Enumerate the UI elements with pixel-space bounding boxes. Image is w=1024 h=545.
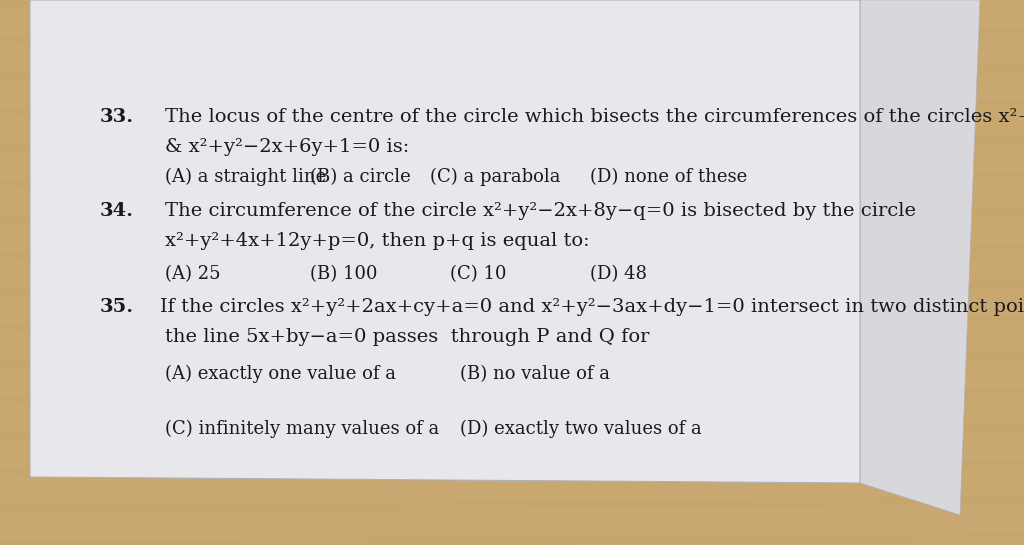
Text: (C) 10: (C) 10 [450,265,507,283]
Polygon shape [860,0,980,515]
Text: (C) infinitely many values of a: (C) infinitely many values of a [165,420,439,438]
Text: & x²+y²−2x+6y+1=0 is:: & x²+y²−2x+6y+1=0 is: [165,138,410,156]
Text: (D) exactly two values of a: (D) exactly two values of a [460,420,701,438]
Text: If the circles x²+y²+2ax+cy+a=0 and x²+y²−3ax+dy−1=0 intersect in two distinct p: If the circles x²+y²+2ax+cy+a=0 and x²+y… [160,298,1024,316]
Text: (B) a circle: (B) a circle [310,168,411,186]
Text: (C) a parabola: (C) a parabola [430,168,560,186]
Text: the line 5x+by−a=0 passes  through P and Q for: the line 5x+by−a=0 passes through P and … [165,328,649,346]
Text: 35.: 35. [100,298,134,316]
Text: (D) none of these: (D) none of these [590,168,748,186]
Text: 33.: 33. [100,108,134,126]
Text: (B) 100: (B) 100 [310,265,378,283]
Text: The circumference of the circle x²+y²−2x+8y−q=0 is bisected by the circle: The circumference of the circle x²+y²−2x… [165,202,916,220]
Text: (A) exactly one value of a: (A) exactly one value of a [165,365,396,383]
Text: (B) no value of a: (B) no value of a [460,365,610,383]
Text: (A) a straight line: (A) a straight line [165,168,327,186]
Text: (D) 48: (D) 48 [590,265,647,283]
Text: The locus of the centre of the circle which bisects the circumferences of the ci: The locus of the centre of the circle wh… [165,108,1024,126]
Text: 34.: 34. [100,202,134,220]
Text: x²+y²+4x+12y+p=0, then p+q is equal to:: x²+y²+4x+12y+p=0, then p+q is equal to: [165,232,590,250]
Text: (A) 25: (A) 25 [165,265,220,283]
Polygon shape [30,0,860,483]
